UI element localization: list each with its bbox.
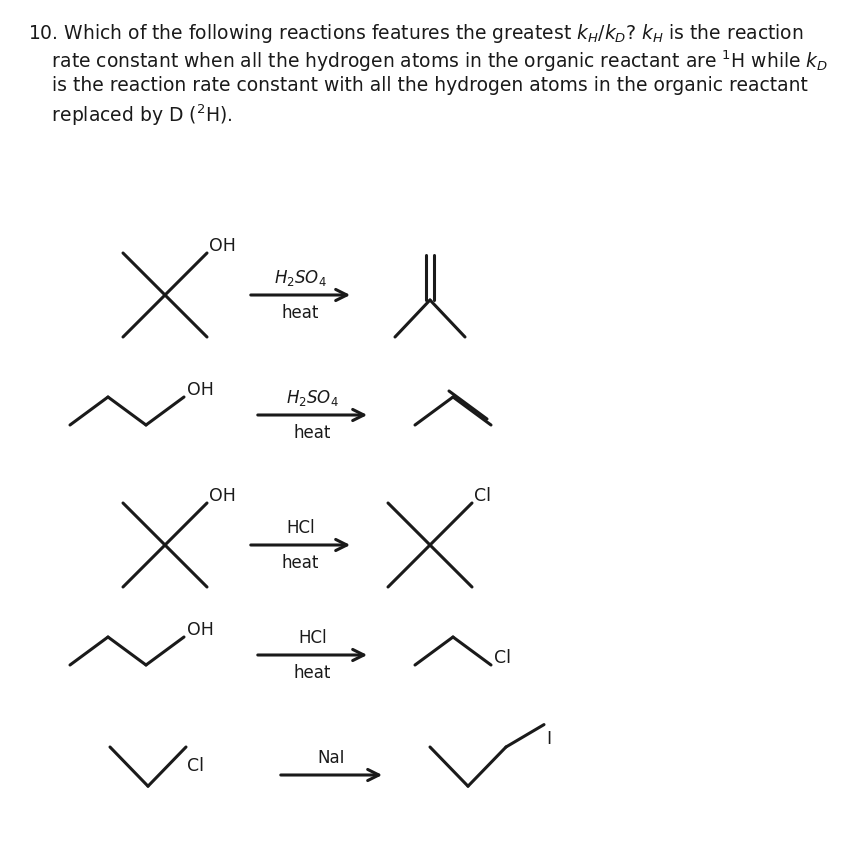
Text: OH: OH — [209, 237, 236, 255]
Text: $H_2SO_4$: $H_2SO_4$ — [286, 388, 339, 408]
Text: Cl: Cl — [474, 487, 491, 505]
Text: I: I — [546, 730, 551, 747]
Text: is the reaction rate constant with all the hydrogen atoms in the organic reactan: is the reaction rate constant with all t… — [28, 76, 808, 95]
Text: Cl: Cl — [187, 757, 204, 775]
Text: replaced by D ($^2$H).: replaced by D ($^2$H). — [28, 103, 233, 128]
Text: HCl: HCl — [298, 629, 327, 647]
Text: OH: OH — [187, 621, 214, 639]
Text: Cl: Cl — [494, 649, 511, 667]
Text: 10. Which of the following reactions features the greatest $k_H/k_D$? $k_H$ is t: 10. Which of the following reactions fea… — [28, 22, 804, 45]
Text: heat: heat — [282, 304, 319, 322]
Text: heat: heat — [294, 424, 331, 442]
Text: OH: OH — [187, 381, 214, 399]
Text: $H_2SO_4$: $H_2SO_4$ — [274, 268, 327, 288]
Text: rate constant when all the hydrogen atoms in the organic reactant are $^1$H whil: rate constant when all the hydrogen atom… — [28, 49, 829, 75]
Text: NaI: NaI — [318, 749, 346, 767]
Text: heat: heat — [282, 554, 319, 572]
Text: HCl: HCl — [286, 519, 315, 537]
Text: OH: OH — [209, 487, 236, 505]
Text: heat: heat — [294, 664, 331, 682]
